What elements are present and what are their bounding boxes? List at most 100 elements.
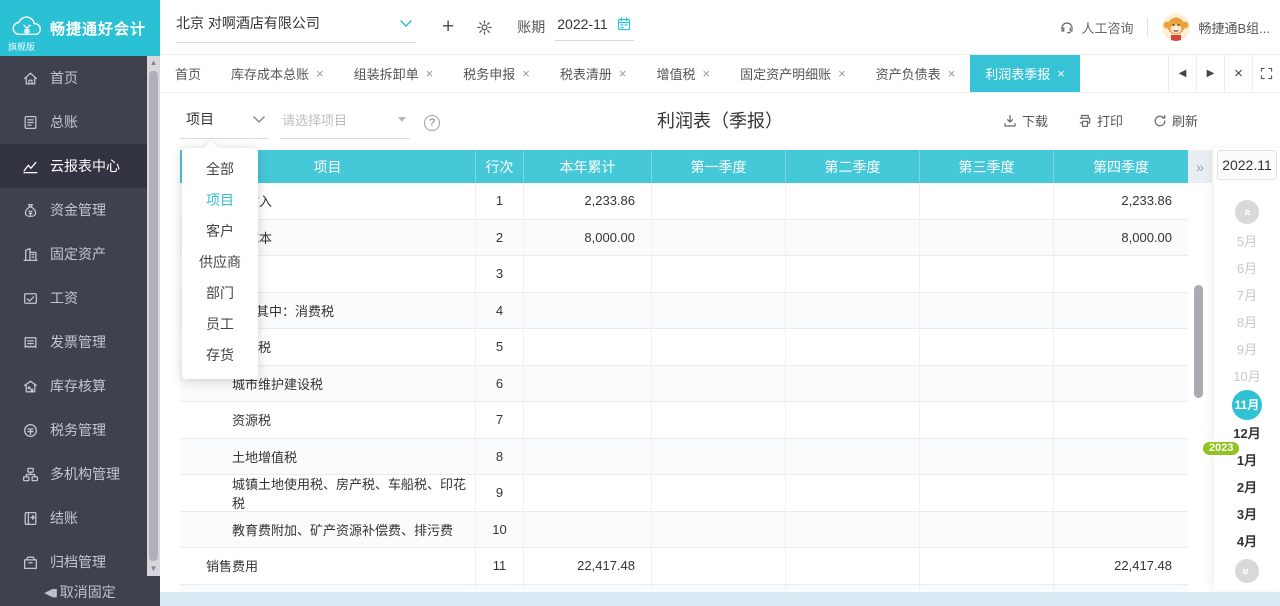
cell-line-number: 11	[476, 548, 524, 584]
sidebar-item[interactable]: 固定资产	[0, 232, 147, 276]
tab-close-icon[interactable]: ×	[316, 66, 324, 81]
period-picker[interactable]: 2022-11	[555, 14, 634, 41]
toolbar-action-button[interactable]: 下载	[1003, 111, 1048, 130]
month-item[interactable]: 8月	[1214, 309, 1280, 336]
help-icon[interactable]: ?	[424, 115, 440, 131]
month-item[interactable]: 12月	[1214, 420, 1280, 447]
month-item[interactable]: 4月	[1214, 528, 1280, 555]
user-name[interactable]: 畅捷通B组...	[1198, 20, 1270, 36]
tab-close-icon[interactable]: ×	[702, 66, 711, 81]
tab-close-icon[interactable]: ×	[425, 66, 434, 81]
accounting-period: 账期 2022-11	[517, 14, 634, 41]
table-row[interactable]	[180, 584, 1188, 592]
table-row[interactable]: 税金及附加 3	[180, 256, 1188, 293]
month-item[interactable]: 6月	[1214, 255, 1280, 282]
current-period-badge[interactable]: 2022.11	[1217, 150, 1277, 180]
tab[interactable]: 增值税 ×	[641, 55, 725, 92]
cell-q1	[652, 183, 786, 219]
month-item[interactable]: 10月	[1214, 363, 1280, 390]
month-item[interactable]: 2月	[1214, 474, 1280, 501]
sidebar-scrollbar-thumb[interactable]	[149, 71, 158, 561]
tab[interactable]: 固定资产明细账 ×	[725, 55, 861, 92]
download-icon	[1003, 114, 1017, 128]
fullscreen-button[interactable]	[1252, 55, 1280, 92]
unpin-button[interactable]: ◀▮ 取消固定	[0, 578, 160, 606]
toolbar-action-button[interactable]: 打印	[1078, 111, 1123, 130]
close-all-tabs-button[interactable]: ×	[1224, 55, 1252, 92]
tab[interactable]: 组装拆卸单 ×	[339, 55, 449, 92]
support-button[interactable]: 人工咨询	[1059, 18, 1133, 37]
tab-close-icon[interactable]: ×	[522, 66, 530, 81]
table-row[interactable]: 城镇土地使用税、房产税、车船税、印花税 9	[180, 475, 1188, 512]
dropdown-option[interactable]: 员工	[182, 309, 258, 340]
expand-columns-button[interactable]: »	[1188, 150, 1212, 183]
sidebar-scrollbar[interactable]: ▲ ▼	[147, 56, 160, 576]
month-item[interactable]: 5月	[1214, 228, 1280, 255]
sidebar-item[interactable]: 归档管理	[0, 540, 147, 584]
tab-close-icon[interactable]: ×	[838, 66, 846, 81]
sidebar-item[interactable]: 发票管理	[0, 320, 147, 364]
month-item[interactable]: 3月	[1214, 501, 1280, 528]
company-select[interactable]: 北京 对啊酒店有限公司	[176, 11, 416, 43]
tab-close-icon[interactable]: ×	[1057, 66, 1065, 81]
tab-scroll-right-button[interactable]: ▶	[1196, 55, 1224, 92]
tab-close-icon[interactable]: ×	[618, 66, 627, 81]
tab[interactable]: 资产负债表 ×	[861, 55, 971, 92]
dropdown-option[interactable]: 供应商	[182, 247, 258, 278]
chevron-double-down-icon: »	[1239, 567, 1255, 575]
tab[interactable]: 首页 ×	[160, 55, 216, 92]
months-scroll-down-button[interactable]: »	[1235, 559, 1259, 583]
sidebar-item[interactable]: 库存核算	[0, 364, 147, 408]
table-header-cell: 第四季度	[1093, 158, 1149, 175]
gear-icon[interactable]	[476, 19, 493, 36]
table-row[interactable]: 城市维护建设税 6	[180, 365, 1188, 402]
scroll-down-icon[interactable]: ▼	[149, 564, 158, 573]
sidebar-item[interactable]: 资金管理	[0, 188, 147, 232]
sidebar-item[interactable]: 工资	[0, 276, 147, 320]
month-label: 10月	[1233, 369, 1261, 384]
sidebar-item[interactable]: 首页	[0, 56, 147, 100]
table-row[interactable]: 一、营业收入 1 2,233.86 2,233.86	[180, 183, 1188, 220]
tab-scroll-left-button[interactable]: ◀	[1168, 55, 1196, 92]
table-row[interactable]: 教育费附加、矿产资源补偿费、排污费 10	[180, 511, 1188, 548]
dropdown-option[interactable]: 全部	[182, 154, 258, 185]
table-row[interactable]: 资源税 7	[180, 402, 1188, 439]
month-item[interactable]: 11月	[1214, 390, 1280, 420]
tab[interactable]: 利润表季报 ×	[970, 55, 1080, 92]
month-item[interactable]: 1月	[1214, 447, 1280, 474]
toolbar-action-button[interactable]: 刷新	[1153, 111, 1198, 130]
tab[interactable]: 库存成本总账 ×	[216, 55, 339, 92]
cell-item: 城镇土地使用税、房产税、车船税、印花税	[180, 475, 476, 511]
month-label: 8月	[1236, 315, 1258, 330]
dropdown-option[interactable]: 项目	[182, 185, 258, 216]
filter-type-select[interactable]: 项目	[180, 107, 268, 139]
sidebar-item[interactable]: 结账	[0, 496, 147, 540]
table-row[interactable]: 销售费用 11 22,417.48 22,417.48	[180, 548, 1188, 585]
table-scrollbar-thumb[interactable]	[1194, 285, 1203, 398]
dropdown-option[interactable]: 存货	[182, 340, 258, 371]
months-scroll-up-button[interactable]: »	[1235, 200, 1259, 224]
table-row[interactable]: 营业税 5	[180, 329, 1188, 366]
month-item[interactable]: 7月	[1214, 282, 1280, 309]
period-rail: 2022.11 » 5月 6月 7月	[1201, 148, 1280, 590]
month-item[interactable]: 9月	[1214, 336, 1280, 363]
dropdown-option[interactable]: 客户	[182, 216, 258, 247]
fullscreen-icon	[1260, 67, 1273, 80]
scroll-up-icon[interactable]: ▲	[149, 58, 158, 67]
sidebar-item[interactable]: 多机构管理	[0, 452, 147, 496]
table-body: 一、营业收入 1 2,233.86 2,233.86 减：营业成本 2 8,00…	[180, 183, 1212, 592]
dropdown-option[interactable]: 部门	[182, 278, 258, 309]
add-button[interactable]: +	[442, 15, 455, 38]
toolbar-action-label: 刷新	[1171, 114, 1198, 129]
table-row[interactable]: 其中：消费税 4	[180, 292, 1188, 329]
avatar[interactable]	[1162, 13, 1191, 41]
tab[interactable]: 税表清册 ×	[545, 55, 642, 92]
tab[interactable]: 税务申报 ×	[448, 55, 545, 92]
sidebar-item[interactable]: 云报表中心	[0, 144, 147, 188]
sidebar-item[interactable]: 税务管理	[0, 408, 147, 452]
table-row[interactable]: 土地增值税 8	[180, 438, 1188, 475]
filter-value-select[interactable]: 请选择项目	[280, 108, 410, 139]
tab-close-icon[interactable]: ×	[947, 66, 956, 81]
sidebar-item[interactable]: 总账	[0, 100, 147, 144]
table-row[interactable]: 减：营业成本 2 8,000.00 8,000.00	[180, 219, 1188, 256]
